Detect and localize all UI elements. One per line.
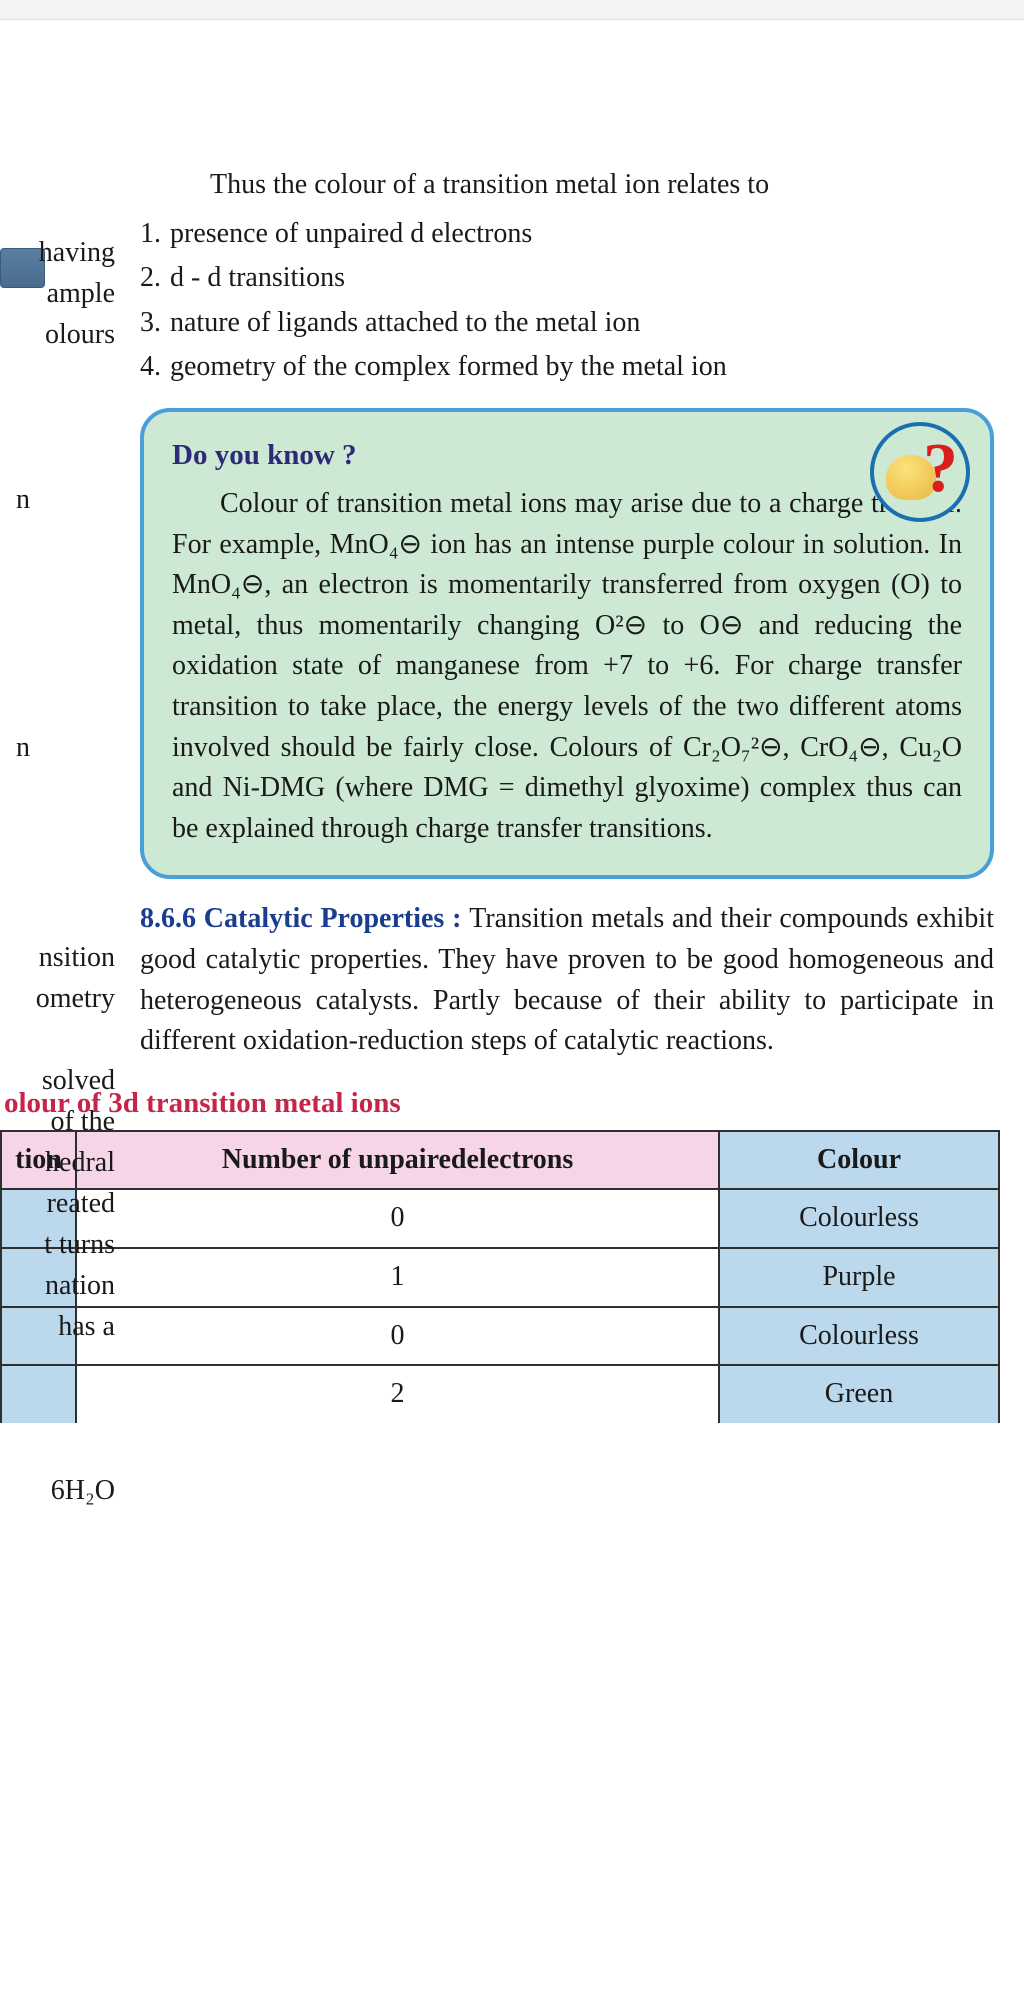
fragment: n xyxy=(16,730,30,766)
table-header-row: tion Number of unpairedelectrons Colour xyxy=(1,1131,999,1190)
app-toolbar xyxy=(0,0,1024,20)
fragment: of the xyxy=(50,1104,115,1140)
cell-num: 0 xyxy=(76,1307,719,1366)
cell-colour: Colourless xyxy=(719,1189,999,1248)
table-row: 2 Green xyxy=(1,1365,999,1423)
section-heading: 8.6.6 Catalytic Properties : xyxy=(140,903,469,934)
ion-colour-table: tion Number of unpairedelectrons Colour … xyxy=(0,1130,1000,1423)
fragment: ample xyxy=(47,276,115,312)
cell-num: 1 xyxy=(76,1248,719,1307)
list-item: 2. d - d transitions xyxy=(140,258,994,299)
main-content: Thus the colour of a transition metal io… xyxy=(140,70,994,1423)
callout-body: Colour of transition metal ions may aris… xyxy=(172,484,962,849)
fragment: 6H₂O xyxy=(51,1473,115,1509)
list-text: geometry of the complex formed by the me… xyxy=(170,347,994,388)
fragment: has a xyxy=(58,1309,115,1345)
list-number: 1. xyxy=(140,214,170,255)
list-number: 2. xyxy=(140,258,170,299)
fragment: olours xyxy=(45,317,115,353)
col-header-colour: Colour xyxy=(719,1131,999,1190)
list-item: 1. presence of unpaired d electrons xyxy=(140,214,994,255)
fragment: nsition xyxy=(39,940,115,976)
fragment: hedral xyxy=(45,1145,115,1181)
col-header-unpaired: Number of unpairedelectrons xyxy=(76,1131,719,1190)
fragment: having xyxy=(39,235,115,271)
list-number: 4. xyxy=(140,347,170,388)
section-paragraph: 8.6.6 Catalytic Properties : Transition … xyxy=(140,899,994,1061)
fragment: ometry xyxy=(36,981,115,1017)
cell-num: 0 xyxy=(76,1189,719,1248)
callout-badge: ? xyxy=(870,422,970,522)
fragment: n xyxy=(16,482,30,518)
cell-num: 2 xyxy=(76,1365,719,1423)
callout-title: Do you know ? xyxy=(172,434,962,476)
fragment: solved xyxy=(42,1063,115,1099)
cell-ion xyxy=(1,1365,76,1423)
intro-text: Thus the colour of a transition metal io… xyxy=(140,165,994,206)
cell-colour: Colourless xyxy=(719,1307,999,1366)
fragment: reated xyxy=(47,1186,115,1222)
list-text: d - d transitions xyxy=(170,258,994,299)
list-text: presence of unpaired d electrons xyxy=(170,214,994,255)
list-number: 3. xyxy=(140,303,170,344)
list-item: 4. geometry of the complex formed by the… xyxy=(140,347,994,388)
list-text: nature of ligands attached to the metal … xyxy=(170,303,994,344)
fragment: t turns xyxy=(44,1227,115,1263)
fragment: nation xyxy=(45,1268,115,1304)
cell-colour: Green xyxy=(719,1365,999,1423)
question-mark-icon: ? xyxy=(923,418,958,520)
page-container: having ample olours n n nsition ometry s… xyxy=(0,0,1024,2013)
cell-colour: Purple xyxy=(719,1248,999,1307)
table-row: 1 Purple xyxy=(1,1248,999,1307)
list-item: 3. nature of ligands attached to the met… xyxy=(140,303,994,344)
table-row: 0 Colourless xyxy=(1,1307,999,1366)
table-row: 0 Colourless xyxy=(1,1189,999,1248)
do-you-know-callout: ? Do you know ? Colour of transition met… xyxy=(140,408,994,879)
table-title: olour of 3d transition metal ions xyxy=(0,1082,994,1124)
